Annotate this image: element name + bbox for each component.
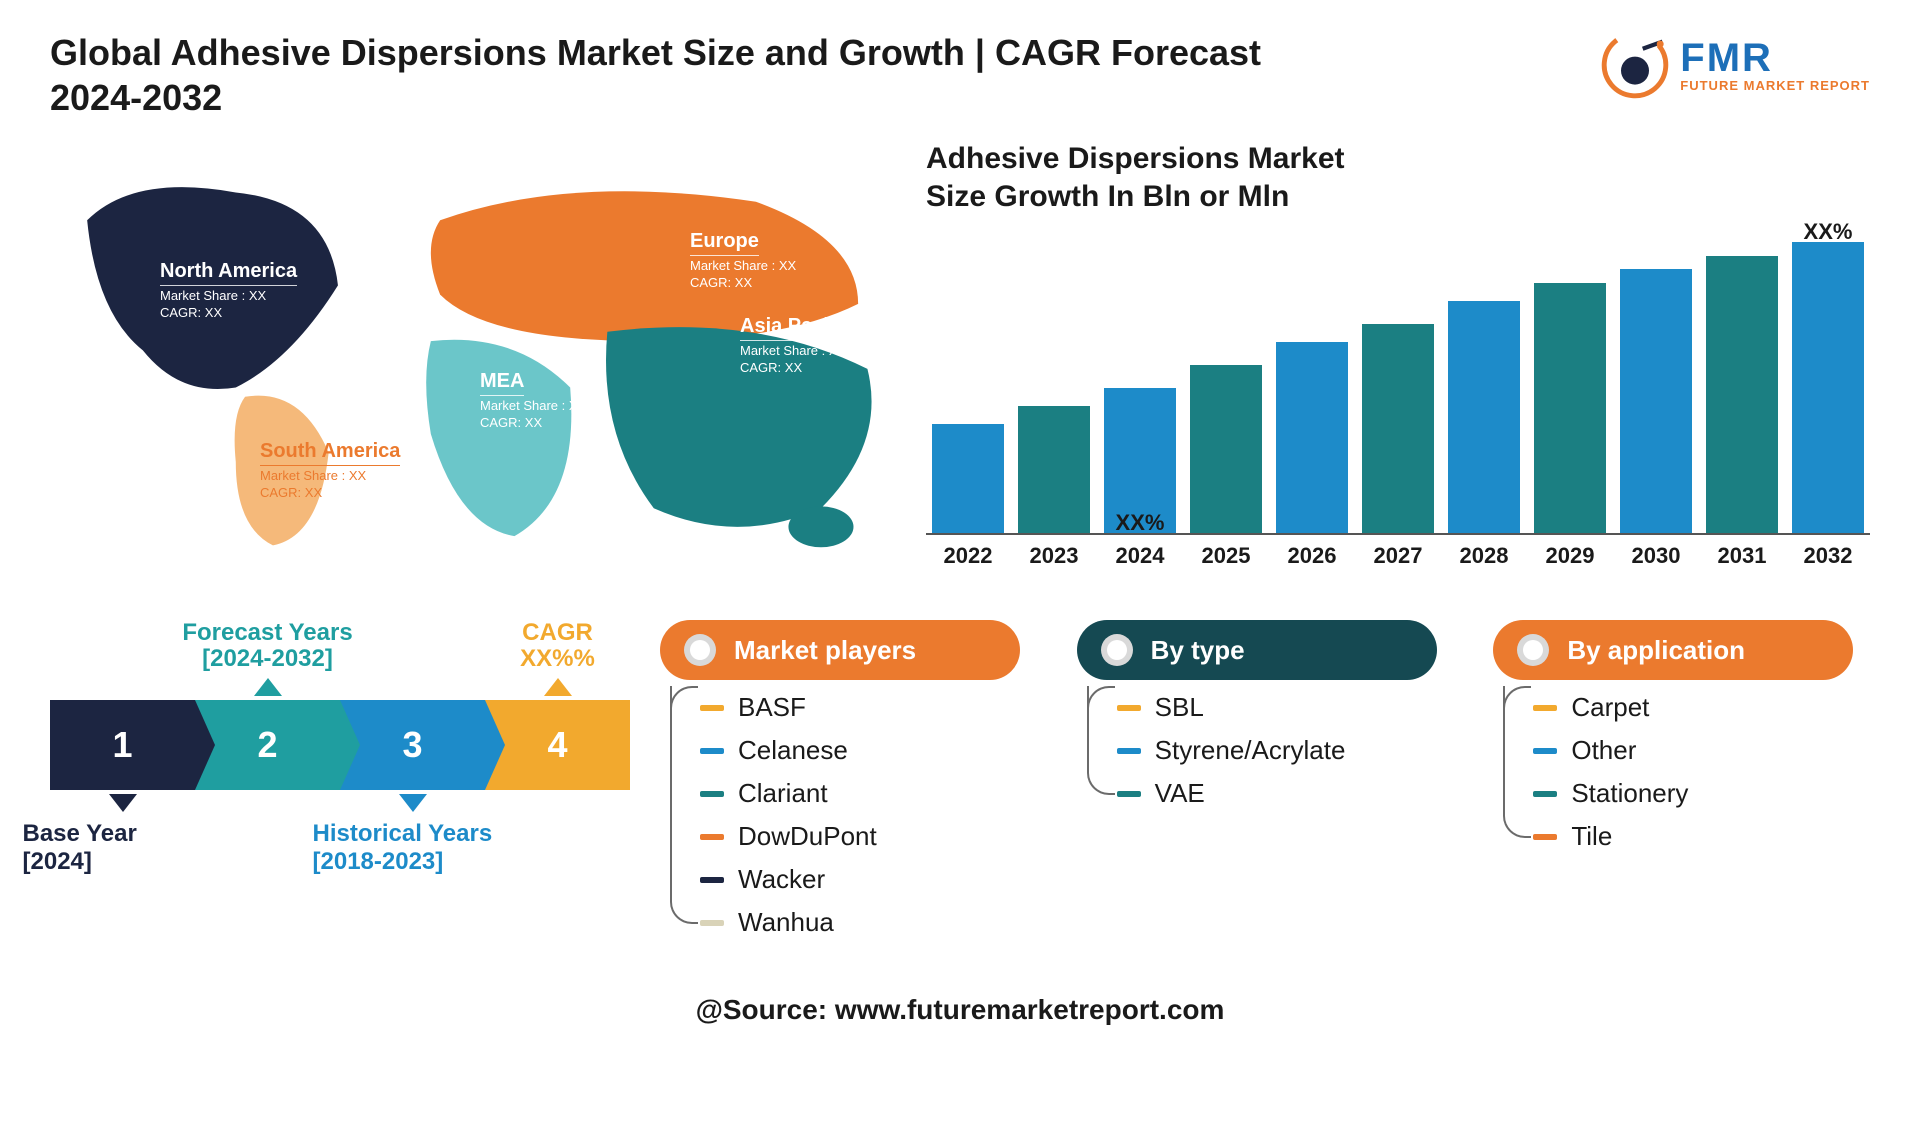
logo: FMR FUTURE MARKET REPORT — [1600, 30, 1870, 100]
segment-item: Wacker — [700, 858, 1037, 901]
year-label-2024: 2024 — [1104, 543, 1176, 569]
year-label-2030: 2030 — [1620, 543, 1692, 569]
segment-item: Wanhua — [700, 901, 1037, 944]
segment-item: Celanese — [700, 729, 1037, 772]
page-title: Global Adhesive Dispersions Market Size … — [50, 30, 1350, 120]
timeline-seg-4: 4.tl-seg:nth-child(4)::after{border-left… — [485, 700, 630, 790]
segment-panel-0: Market playersBASFCelaneseClariantDowDuP… — [660, 620, 1037, 944]
chart-title: Adhesive Dispersions Market Size Growth … — [926, 140, 1346, 215]
segment-item: Clariant — [700, 772, 1037, 815]
year-label-2022: 2022 — [932, 543, 1004, 569]
year-label-2032: 2032 — [1792, 543, 1864, 569]
logo-text-sub: FUTURE MARKET REPORT — [1680, 78, 1870, 93]
bar-2026 — [1276, 342, 1348, 533]
year-label-2031: 2031 — [1706, 543, 1778, 569]
year-label-2028: 2028 — [1448, 543, 1520, 569]
segment-item: Carpet — [1533, 686, 1870, 729]
timeline-bot-label-1: Base Year[2024] — [23, 820, 243, 875]
bar-2029 — [1534, 283, 1606, 533]
timeline-seg-3: 3.tl-seg:nth-child(3)::after{border-left… — [340, 700, 485, 790]
bar-2032: XX% — [1792, 242, 1864, 533]
bar-2025 — [1190, 365, 1262, 533]
year-label-2026: 2026 — [1276, 543, 1348, 569]
segment-item: Tile — [1533, 815, 1870, 858]
bar-2028 — [1448, 301, 1520, 533]
segment-items: CarpetOtherStationeryTile — [1493, 686, 1870, 858]
region-label-mea: MEAMarket Share : XXCAGR: XX — [480, 370, 586, 432]
segment-pill: Market players — [660, 620, 1020, 680]
bar-2031 — [1706, 256, 1778, 533]
segment-items: SBLStyrene/AcrylateVAE — [1077, 686, 1454, 815]
logo-icon — [1600, 30, 1670, 100]
segment-item: VAE — [1117, 772, 1454, 815]
year-label-2029: 2029 — [1534, 543, 1606, 569]
world-map: North AmericaMarket Share : XXCAGR: XX So… — [50, 140, 886, 570]
segment-item: BASF — [700, 686, 1037, 729]
segment-item: Styrene/Acrylate — [1117, 729, 1454, 772]
segment-panel-2: By applicationCarpetOtherStationeryTile — [1493, 620, 1870, 944]
timeline-top-label-2: Forecast Years[2024-2032] — [178, 620, 358, 673]
segment-item: DowDuPont — [700, 815, 1037, 858]
bar-2030 — [1620, 269, 1692, 533]
region-label-south-america: South AmericaMarket Share : XXCAGR: XX — [260, 440, 400, 502]
year-axis: 2022 2023 2024 2025 2026 2027 2028 2029 2030 2031… — [926, 535, 1870, 569]
segment-items: BASFCelaneseClariantDowDuPontWackerWanhu… — [660, 686, 1037, 944]
timeline-bot-label-3: Historical Years[2018-2023] — [313, 820, 533, 875]
year-label-2027: 2027 — [1362, 543, 1434, 569]
bars-area: XX% XX% — [926, 225, 1870, 535]
region-label-asia-pacific: Asia PacificMarket Share : XXCAGR: XX — [740, 315, 852, 377]
segment-item: Other — [1533, 729, 1870, 772]
bar-2027 — [1362, 324, 1434, 533]
segment-item: Stationery — [1533, 772, 1870, 815]
source-attribution: @Source: www.futuremarketreport.com — [50, 994, 1870, 1026]
region-label-europe: EuropeMarket Share : XXCAGR: XX — [690, 230, 796, 292]
bar-2024: XX% — [1104, 388, 1176, 533]
segment-panel-1: By typeSBLStyrene/AcrylateVAE — [1077, 620, 1454, 944]
segment-pill: By application — [1493, 620, 1853, 680]
timeline: 1.tl-seg:nth-child(1)::after{border-left… — [50, 620, 630, 790]
segment-pill: By type — [1077, 620, 1437, 680]
bar-2023 — [1018, 406, 1090, 533]
timeline-top-label-4: CAGRXX%% — [468, 620, 648, 673]
segment-item: SBL — [1117, 686, 1454, 729]
bar-2022 — [932, 424, 1004, 533]
bar-chart: Adhesive Dispersions Market Size Growth … — [926, 140, 1870, 570]
year-label-2025: 2025 — [1190, 543, 1262, 569]
timeline-seg-2: 2.tl-seg:nth-child(2)::after{border-left… — [195, 700, 340, 790]
region-label-north-america: North AmericaMarket Share : XXCAGR: XX — [160, 260, 297, 322]
logo-text-main: FMR — [1680, 38, 1870, 78]
timeline-seg-1: 1.tl-seg:nth-child(1)::after{border-left… — [50, 700, 195, 790]
year-label-2023: 2023 — [1018, 543, 1090, 569]
